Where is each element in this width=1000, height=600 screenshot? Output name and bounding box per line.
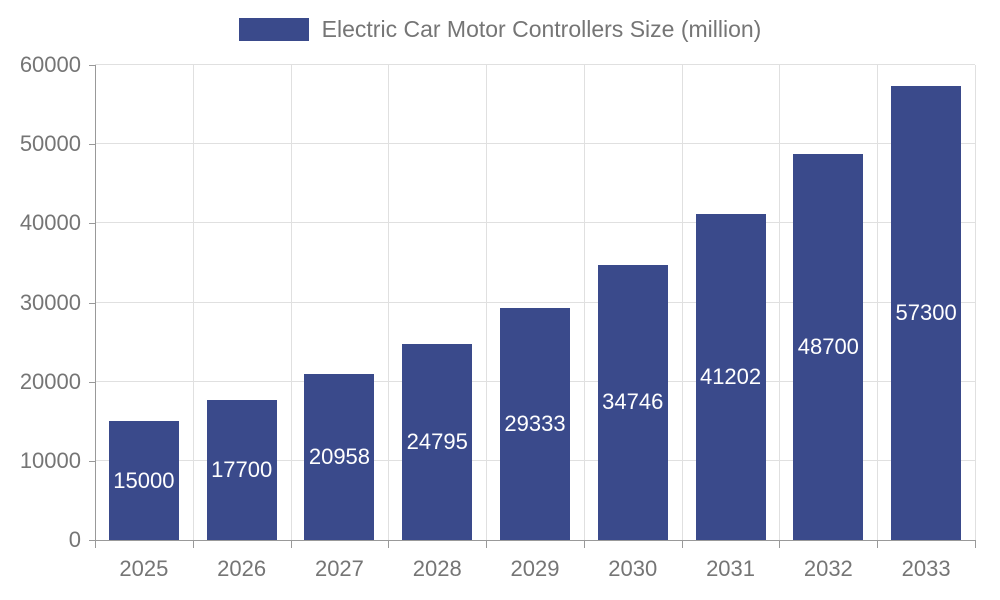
bar-2026 bbox=[206, 399, 277, 540]
gridline-vertical bbox=[388, 65, 390, 540]
x-tick-mark bbox=[681, 541, 683, 548]
x-tick-mark bbox=[388, 541, 390, 548]
x-tick-label: 2032 bbox=[803, 556, 853, 581]
x-tick-label: 2028 bbox=[412, 556, 462, 581]
y-tick-mark bbox=[89, 65, 95, 66]
legend-swatch-icon bbox=[238, 18, 309, 41]
x-tick-mark bbox=[192, 541, 194, 548]
y-tick-label: 60000 bbox=[19, 52, 81, 77]
y-axis-line bbox=[95, 65, 96, 546]
x-tick-mark bbox=[779, 541, 781, 548]
bar-2025 bbox=[108, 421, 179, 540]
y-tick-label: 40000 bbox=[19, 210, 81, 236]
bar-2031 bbox=[695, 213, 766, 540]
x-tick-mark bbox=[290, 541, 292, 548]
gridline-horizontal bbox=[95, 301, 975, 303]
bar-value-label: 34746 bbox=[602, 389, 664, 415]
gridline-vertical bbox=[779, 65, 781, 540]
y-tick-label: 10000 bbox=[19, 447, 81, 473]
x-tick-mark bbox=[486, 541, 488, 548]
gridline-horizontal bbox=[95, 222, 975, 224]
plot-area: 15000 17700 20958 24795 29333 34746 41202 48700… bbox=[95, 64, 976, 540]
bar-2032 bbox=[793, 154, 864, 540]
bar-value-label: 20958 bbox=[308, 444, 371, 470]
x-tick-label: 2027 bbox=[314, 556, 364, 581]
y-tick-mark bbox=[89, 381, 95, 383]
bar-2028 bbox=[402, 343, 473, 540]
y-tick-mark bbox=[89, 223, 95, 225]
gridline-horizontal bbox=[95, 64, 975, 65]
x-tick-mark bbox=[583, 541, 585, 548]
x-tick-label: 2029 bbox=[510, 556, 560, 581]
bar-2033 bbox=[891, 86, 962, 540]
y-tick-label: 50000 bbox=[19, 131, 81, 157]
gridline-vertical bbox=[192, 65, 194, 540]
bar-value-label: 48700 bbox=[797, 334, 859, 360]
bar-value-label: 41202 bbox=[699, 363, 762, 389]
bar-2029 bbox=[500, 307, 570, 540]
y-axis: 0 10000 20000 30000 40000 50000 60000 bbox=[0, 52, 81, 552]
x-tick-mark bbox=[975, 541, 976, 548]
bar-value-label: 15000 bbox=[113, 467, 175, 493]
bar-2027 bbox=[304, 374, 375, 540]
bar-value-label: 57300 bbox=[895, 300, 957, 326]
y-tick-mark bbox=[89, 460, 95, 462]
gridline-vertical bbox=[583, 65, 585, 540]
gridline-horizontal bbox=[95, 143, 975, 145]
x-tick-label: 2026 bbox=[217, 556, 267, 581]
x-tick-mark bbox=[877, 541, 879, 548]
legend-label: Electric Car Motor Controllers Size (mil… bbox=[321, 16, 762, 42]
y-tick-mark bbox=[89, 540, 95, 541]
gridline-vertical bbox=[877, 65, 879, 540]
gridline-vertical bbox=[486, 65, 488, 540]
gridline-vertical bbox=[975, 65, 976, 540]
x-tick-label: 2033 bbox=[901, 556, 951, 581]
bar-value-label: 24795 bbox=[406, 428, 468, 454]
x-tick-label: 2030 bbox=[608, 556, 658, 581]
y-tick-mark bbox=[89, 144, 95, 146]
x-tick-label: 2031 bbox=[706, 556, 756, 581]
x-tick-label: 2025 bbox=[119, 556, 169, 581]
y-tick-label: 0 bbox=[68, 527, 81, 552]
gridline-vertical bbox=[290, 65, 292, 540]
x-tick-mark bbox=[95, 541, 96, 548]
y-tick-mark bbox=[89, 302, 95, 304]
gridline-vertical bbox=[681, 65, 683, 540]
legend-item[interactable]: Electric Car Motor Controllers Size (mil… bbox=[0, 16, 1000, 43]
bar-value-label: 17700 bbox=[211, 456, 273, 482]
y-tick-label: 20000 bbox=[19, 368, 81, 394]
x-axis-line bbox=[95, 540, 976, 541]
bar-2030 bbox=[597, 264, 668, 540]
y-tick-label: 30000 bbox=[19, 289, 81, 315]
bar-value-label: 29333 bbox=[504, 410, 566, 436]
